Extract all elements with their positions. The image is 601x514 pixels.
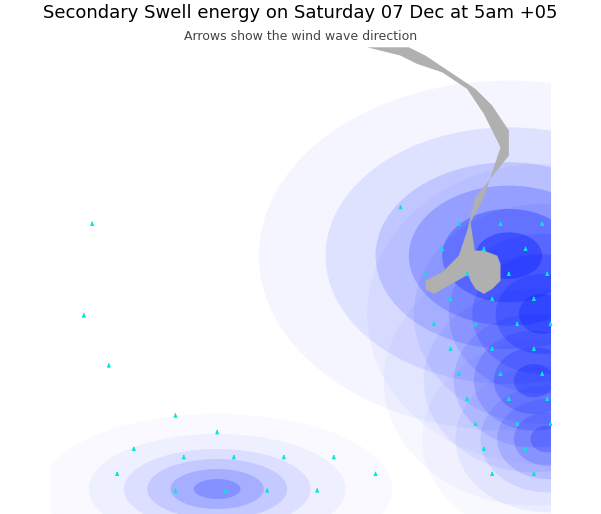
Text: Secondary Swell energy on Saturday 07 Dec at 5am +05: Secondary Swell energy on Saturday 07 De…: [43, 4, 558, 22]
Ellipse shape: [124, 449, 311, 514]
Ellipse shape: [147, 459, 287, 514]
Ellipse shape: [171, 469, 264, 509]
Polygon shape: [467, 249, 501, 294]
Ellipse shape: [456, 365, 601, 512]
Ellipse shape: [494, 347, 574, 414]
Ellipse shape: [475, 232, 542, 279]
Ellipse shape: [424, 289, 601, 472]
Ellipse shape: [454, 314, 601, 447]
Text: Arrows show the wind wave direction: Arrows show the wind wave direction: [184, 30, 417, 43]
Ellipse shape: [481, 386, 601, 492]
Ellipse shape: [409, 186, 601, 326]
Ellipse shape: [514, 412, 581, 466]
Ellipse shape: [442, 209, 576, 302]
Ellipse shape: [472, 254, 601, 374]
Ellipse shape: [497, 399, 597, 479]
Ellipse shape: [495, 274, 589, 354]
Polygon shape: [367, 47, 509, 294]
Ellipse shape: [449, 234, 601, 394]
Ellipse shape: [326, 127, 601, 384]
Ellipse shape: [376, 162, 601, 349]
Ellipse shape: [474, 331, 594, 431]
Ellipse shape: [531, 426, 564, 452]
Ellipse shape: [519, 294, 566, 334]
Ellipse shape: [414, 204, 601, 424]
Ellipse shape: [514, 364, 554, 397]
Ellipse shape: [194, 479, 240, 499]
